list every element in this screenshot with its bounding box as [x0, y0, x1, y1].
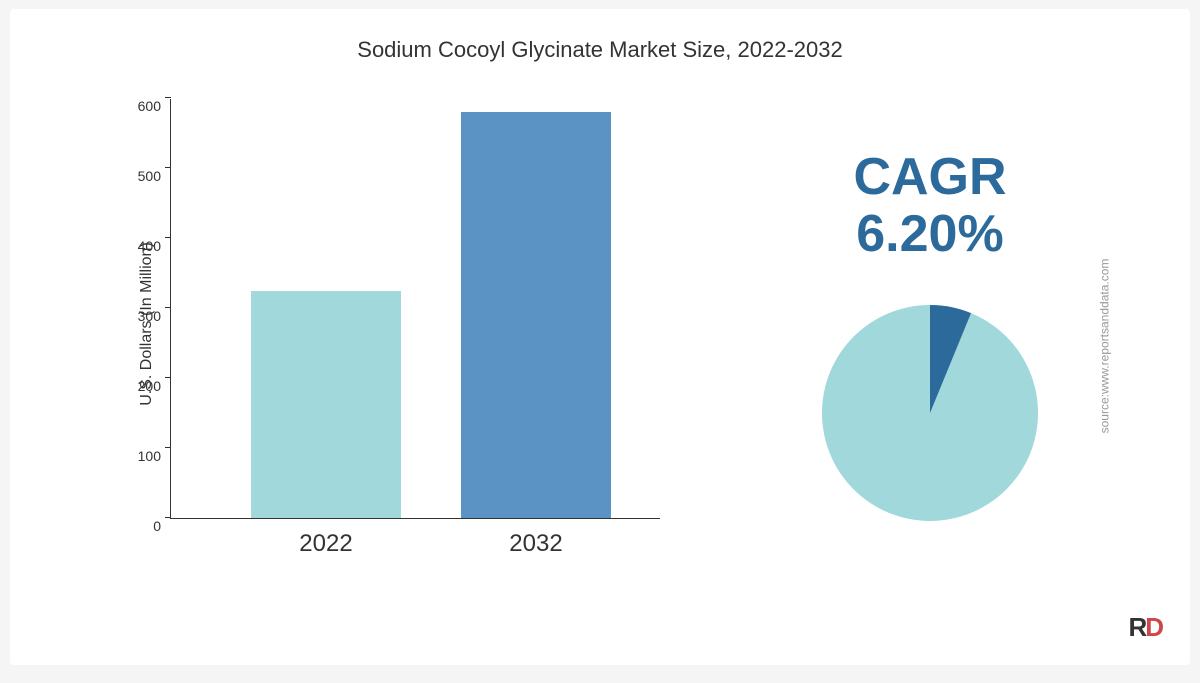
- y-tick-mark: [165, 167, 171, 169]
- y-tick-mark: [165, 97, 171, 99]
- pie-chart: [820, 303, 1040, 523]
- pie-container: [750, 303, 1110, 523]
- y-tick-label: 600: [131, 98, 161, 114]
- y-tick-mark: [165, 517, 171, 519]
- y-tick-mark: [165, 237, 171, 239]
- cagr-label: CAGR: [750, 149, 1110, 206]
- y-tick-mark: [165, 377, 171, 379]
- y-tick-label: 500: [131, 168, 161, 184]
- x-tick-label: 2032: [509, 530, 562, 558]
- bar-plot: 010020030040050060020222032: [170, 99, 660, 519]
- bar: [461, 112, 611, 518]
- chart-container: Sodium Cocoyl Glycinate Market Size, 202…: [10, 9, 1190, 665]
- cagr-panel: CAGR 6.20%: [750, 149, 1110, 523]
- logo: RD: [1128, 612, 1162, 643]
- y-tick-mark: [165, 307, 171, 309]
- logo-d: D: [1145, 612, 1162, 642]
- chart-title: Sodium Cocoyl Glycinate Market Size, 202…: [10, 9, 1190, 63]
- x-tick-label: 2022: [299, 530, 352, 558]
- logo-r: R: [1128, 612, 1145, 642]
- bar-chart-area: U.S. Dollars (In Million) 01002003004005…: [130, 99, 660, 549]
- y-tick-label: 400: [131, 238, 161, 254]
- cagr-value: 6.20%: [750, 206, 1110, 263]
- y-tick-label: 100: [131, 448, 161, 464]
- bar: [251, 291, 401, 519]
- source-attribution: source:www.reportsanddata.com: [1098, 259, 1112, 434]
- y-tick-label: 200: [131, 378, 161, 394]
- y-tick-mark: [165, 447, 171, 449]
- y-tick-label: 0: [131, 518, 161, 534]
- y-tick-label: 300: [131, 308, 161, 324]
